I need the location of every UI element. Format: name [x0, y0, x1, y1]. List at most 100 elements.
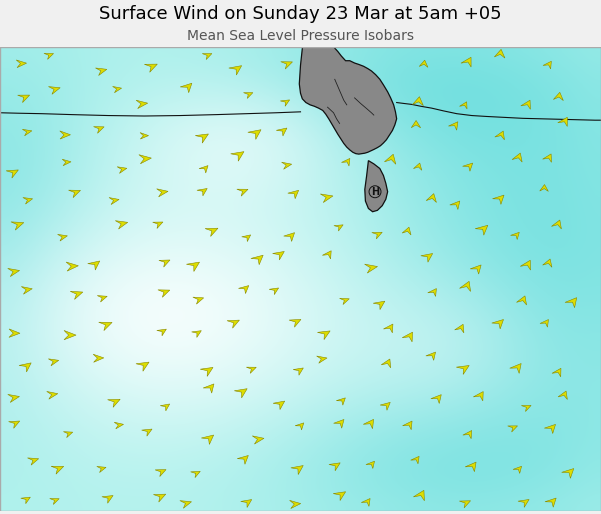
Polygon shape [93, 354, 104, 362]
Polygon shape [459, 501, 471, 508]
Polygon shape [269, 288, 279, 295]
Polygon shape [158, 290, 170, 297]
Polygon shape [366, 461, 374, 469]
Polygon shape [47, 392, 58, 399]
Polygon shape [239, 286, 249, 293]
Polygon shape [273, 401, 285, 410]
Polygon shape [337, 398, 346, 405]
Polygon shape [413, 490, 424, 501]
Polygon shape [448, 122, 458, 130]
Polygon shape [520, 260, 531, 270]
Polygon shape [281, 62, 293, 69]
Polygon shape [251, 255, 263, 265]
Polygon shape [97, 296, 107, 302]
Polygon shape [341, 158, 350, 166]
Polygon shape [58, 234, 67, 241]
Polygon shape [28, 458, 38, 465]
Polygon shape [456, 365, 469, 375]
Polygon shape [288, 190, 299, 199]
Polygon shape [229, 66, 242, 75]
Polygon shape [17, 95, 29, 103]
Polygon shape [62, 159, 71, 166]
Polygon shape [59, 131, 70, 139]
Polygon shape [180, 501, 192, 508]
Polygon shape [322, 251, 331, 259]
Polygon shape [115, 221, 128, 229]
Text: Surface Wind on Sunday 23 Mar at 5am +05: Surface Wind on Sunday 23 Mar at 5am +05 [99, 5, 502, 23]
Polygon shape [16, 60, 26, 68]
Polygon shape [521, 100, 531, 109]
Polygon shape [340, 298, 349, 305]
Polygon shape [231, 152, 244, 161]
Polygon shape [516, 296, 526, 305]
Polygon shape [44, 53, 53, 60]
Polygon shape [508, 426, 517, 432]
Polygon shape [470, 265, 481, 274]
Polygon shape [411, 120, 421, 128]
Polygon shape [64, 331, 76, 340]
Polygon shape [66, 262, 78, 271]
Polygon shape [558, 117, 567, 126]
Polygon shape [114, 422, 124, 429]
Polygon shape [552, 369, 561, 377]
Polygon shape [99, 322, 112, 331]
Polygon shape [227, 320, 239, 328]
Polygon shape [363, 419, 374, 429]
Polygon shape [552, 220, 561, 229]
Polygon shape [203, 384, 214, 393]
Polygon shape [280, 100, 290, 106]
Polygon shape [199, 166, 208, 173]
Polygon shape [403, 421, 412, 430]
Polygon shape [160, 404, 169, 411]
Polygon shape [237, 189, 248, 196]
Polygon shape [383, 324, 393, 333]
Polygon shape [241, 500, 252, 507]
Polygon shape [140, 133, 148, 139]
Polygon shape [246, 367, 256, 373]
Polygon shape [191, 471, 200, 478]
Polygon shape [558, 391, 567, 399]
Polygon shape [276, 128, 287, 136]
Polygon shape [97, 466, 106, 472]
Polygon shape [195, 134, 209, 143]
Polygon shape [11, 222, 24, 230]
Polygon shape [419, 60, 428, 67]
Polygon shape [102, 495, 113, 503]
Polygon shape [365, 264, 377, 273]
Polygon shape [8, 394, 19, 402]
Polygon shape [9, 329, 20, 337]
Polygon shape [463, 431, 472, 439]
Polygon shape [493, 195, 504, 205]
Polygon shape [144, 64, 157, 72]
Polygon shape [475, 225, 488, 235]
Polygon shape [6, 170, 19, 178]
Polygon shape [136, 100, 148, 108]
Polygon shape [512, 153, 522, 162]
Polygon shape [320, 194, 333, 203]
Polygon shape [153, 494, 166, 502]
Polygon shape [23, 197, 32, 204]
Polygon shape [155, 470, 166, 476]
Polygon shape [142, 429, 152, 436]
Polygon shape [373, 301, 385, 309]
Polygon shape [562, 469, 574, 479]
Polygon shape [197, 189, 207, 196]
Polygon shape [21, 287, 32, 294]
Polygon shape [19, 363, 31, 372]
Polygon shape [463, 163, 473, 171]
Polygon shape [157, 189, 168, 197]
Polygon shape [545, 498, 556, 507]
Polygon shape [70, 291, 83, 300]
Polygon shape [200, 368, 213, 376]
Polygon shape [96, 68, 107, 76]
Polygon shape [334, 419, 344, 428]
Polygon shape [64, 432, 73, 437]
Polygon shape [402, 227, 411, 235]
Polygon shape [540, 320, 549, 327]
Polygon shape [88, 261, 100, 270]
Polygon shape [454, 324, 464, 333]
Polygon shape [410, 456, 419, 464]
Polygon shape [540, 185, 548, 191]
Polygon shape [186, 262, 200, 271]
Polygon shape [334, 225, 343, 231]
